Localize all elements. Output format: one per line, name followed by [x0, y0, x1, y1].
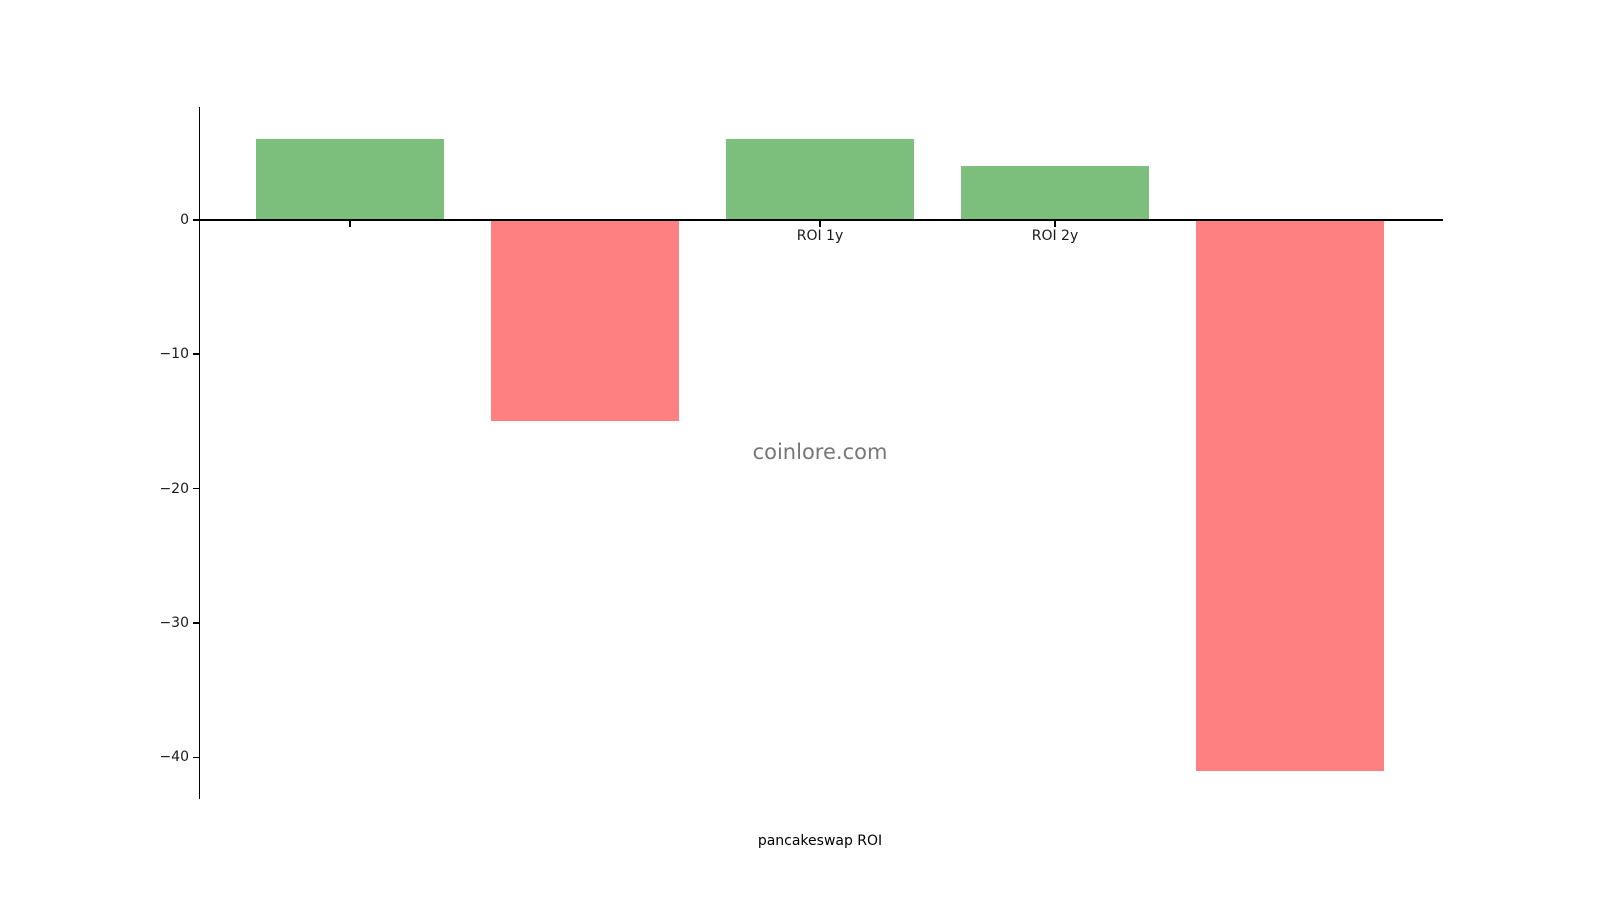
- y-axis-line: [198, 107, 200, 799]
- x-tick-mark: [819, 220, 821, 227]
- positive-bar: [256, 139, 444, 220]
- watermark-text: coinlore.com: [752, 440, 888, 464]
- y-tick-mark: [192, 622, 199, 624]
- positive-bar: [961, 166, 1149, 220]
- y-tick-mark: [192, 756, 199, 759]
- x-axis-line: [198, 219, 1443, 221]
- negative-bar: [1196, 219, 1384, 771]
- y-tick-label: −40: [159, 749, 189, 766]
- x-tick-mark: [349, 220, 351, 227]
- y-tick-label: 0: [180, 211, 189, 228]
- y-tick-mark: [192, 353, 199, 355]
- x-tick-mark: [1054, 220, 1056, 227]
- y-tick-mark: [192, 219, 199, 221]
- y-tick-label: −20: [159, 480, 189, 497]
- x-tick-label: ROI 2y: [1031, 227, 1079, 244]
- y-tick-label: −10: [159, 346, 189, 363]
- y-tick-mark: [192, 487, 199, 490]
- negative-bar: [491, 219, 679, 422]
- positive-bar: [726, 139, 914, 220]
- x-tick-label: ROI 1y: [796, 227, 844, 244]
- y-tick-label: −30: [159, 614, 189, 631]
- x-axis-title: pancakeswap ROI: [757, 833, 883, 849]
